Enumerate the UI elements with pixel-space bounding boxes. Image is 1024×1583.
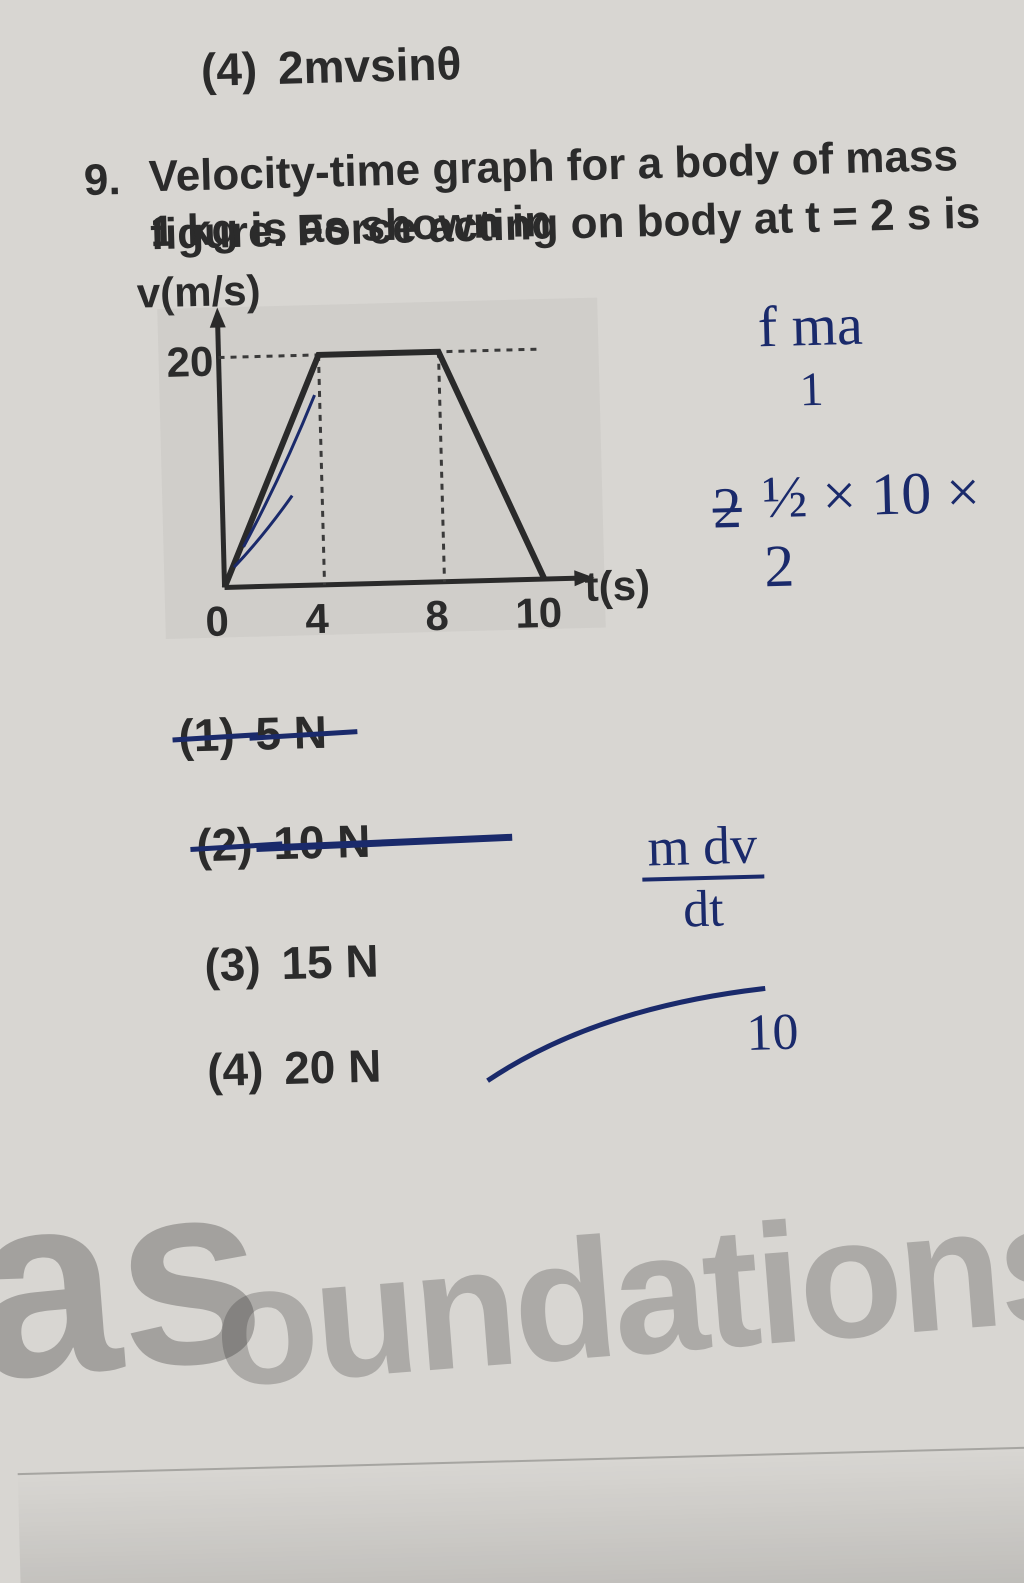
option-3-number[interactable]: (3) (204, 938, 262, 991)
prev-option-number: (4) (200, 42, 258, 95)
x-tick-10: 10 (515, 589, 563, 638)
x-tick-8: 8 (425, 592, 450, 641)
option-4-number[interactable]: (4) (207, 1043, 265, 1096)
prev-option-text: 2mvsinθ (277, 37, 462, 94)
watermark-text: oundations (207, 1162, 1024, 1426)
hand-mdv: m dv (641, 813, 764, 878)
hand-expression: ½ × 10 × 2 (761, 457, 1019, 602)
option-1-text: 5 N (255, 706, 328, 760)
option-3-text: 15 N (281, 935, 379, 990)
option-1-number[interactable]: (1) (178, 708, 236, 761)
x-tick-4: 4 (305, 595, 330, 644)
hand-f-ma: f ma (757, 291, 863, 361)
hand-curve (475, 983, 778, 1111)
velocity-time-graph (157, 298, 605, 639)
hand-ten: 10 (746, 1003, 800, 1063)
y-tick-20: 20 (166, 338, 214, 387)
page-bottom-shadow (18, 1446, 1024, 1583)
hand-scribble: 2 (712, 474, 749, 542)
hand-one: 1 (799, 362, 824, 418)
x-axis-label: t(s) (584, 561, 651, 611)
question-number: 9. (83, 155, 121, 206)
origin-label: 0 (205, 597, 230, 646)
option-4-text: 20 N (283, 1040, 381, 1095)
hand-dt: dt (682, 880, 724, 940)
option-2-number[interactable]: (2) (196, 818, 254, 871)
